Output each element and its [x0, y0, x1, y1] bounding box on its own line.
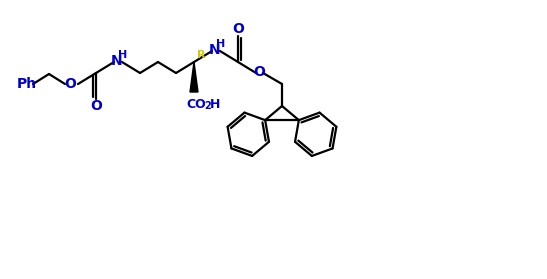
Text: O: O	[232, 22, 244, 36]
Text: N: N	[111, 54, 123, 68]
Text: H: H	[210, 97, 220, 110]
Text: O: O	[90, 99, 102, 113]
Text: N: N	[209, 43, 221, 57]
Text: Ph: Ph	[17, 77, 37, 91]
Text: 2: 2	[204, 101, 211, 111]
Text: H: H	[217, 39, 225, 49]
Text: O: O	[64, 77, 76, 91]
Text: R: R	[197, 50, 205, 60]
Polygon shape	[190, 62, 198, 92]
Text: H: H	[118, 50, 127, 60]
Text: O: O	[253, 65, 265, 79]
Text: CO: CO	[186, 97, 206, 110]
